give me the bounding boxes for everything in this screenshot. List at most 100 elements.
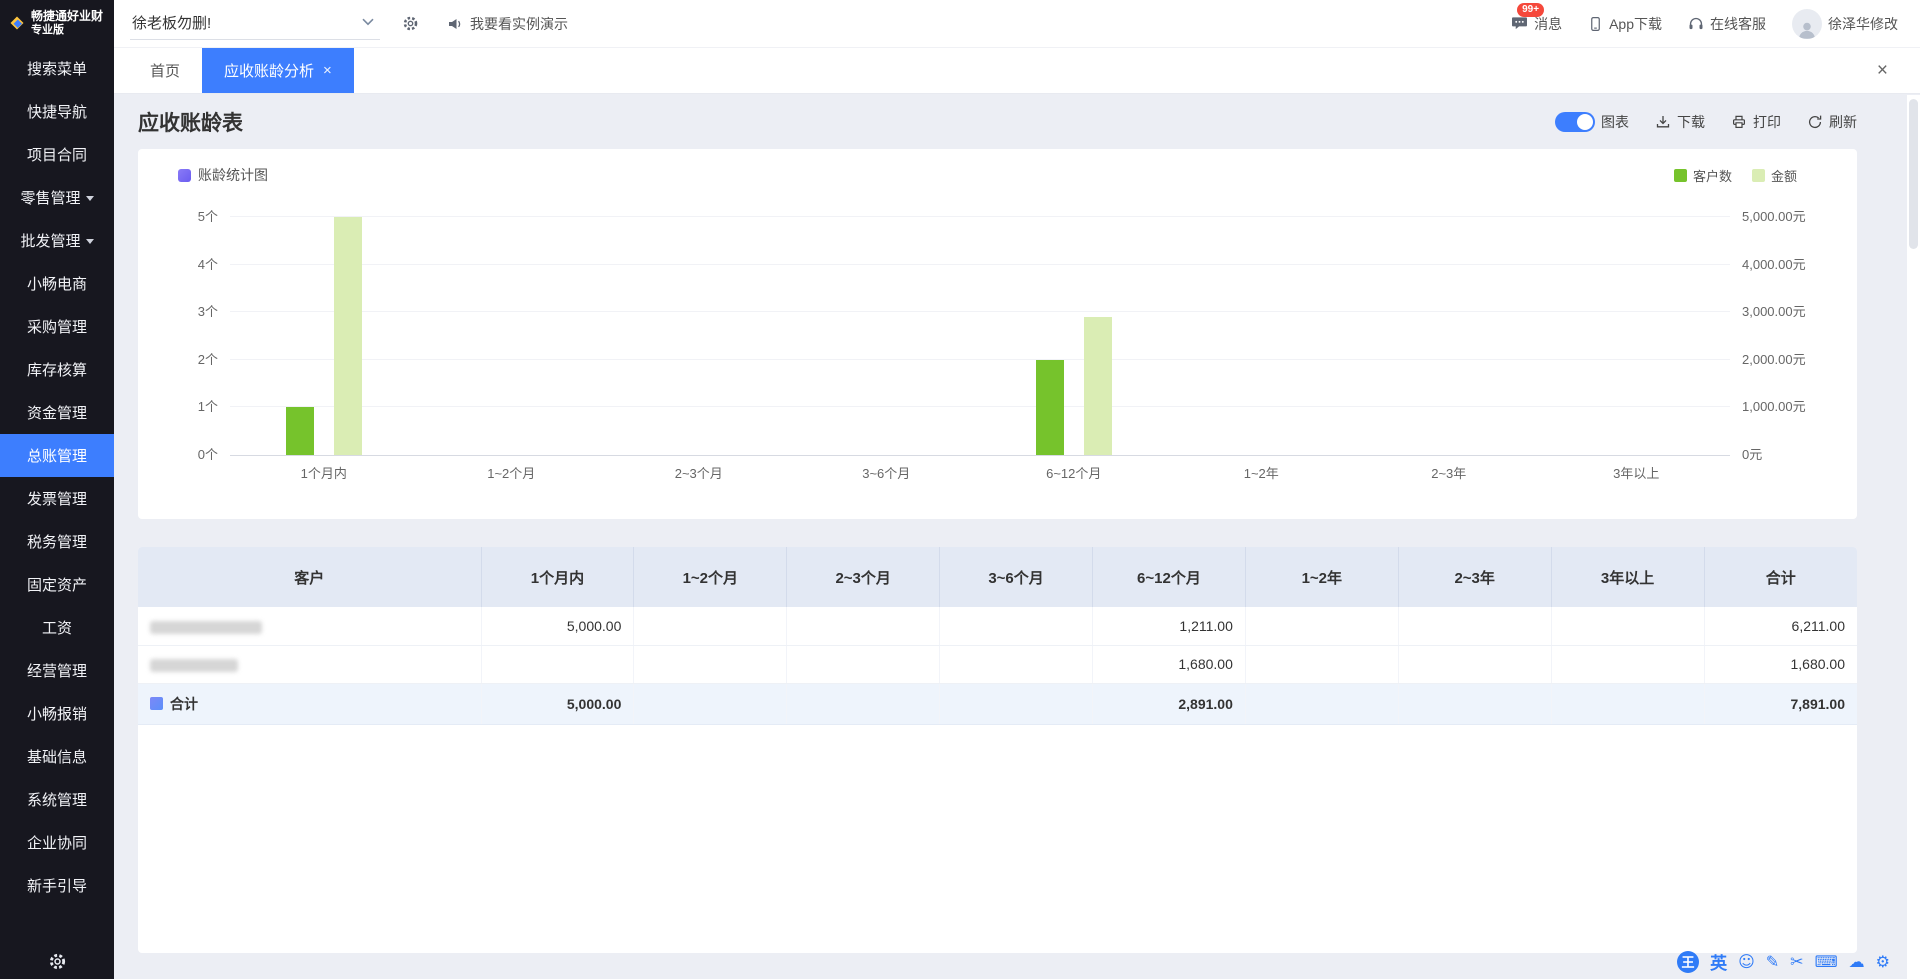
refresh-icon [1807,114,1823,130]
print-label: 打印 [1753,113,1781,130]
refresh-button[interactable]: 刷新 [1807,112,1857,132]
tab-home[interactable]: 首页 [128,48,202,93]
table-header-3年以上: 3年以上 [1551,547,1705,607]
download-button[interactable]: 下载 [1655,112,1705,132]
tab-close-icon[interactable]: × [323,62,332,79]
sidebar-item-label: 批发管理 [20,232,81,250]
sidebar-item-零售管理[interactable]: 零售管理 [0,176,114,219]
page-header: 应收账龄表 图表 下载 [138,94,1857,149]
sidebar-item-基础信息[interactable]: 基础信息 [0,735,114,778]
bar-客户数-6~12个月 [1035,359,1064,455]
sidebar-item-企业协同[interactable]: 企业协同 [0,821,114,864]
sidebar-item-固定资产[interactable]: 固定资产 [0,563,114,606]
company-selector[interactable]: 徐老板勿删! [130,8,380,40]
amount-cell [481,645,635,684]
sidebar-item-采购管理[interactable]: 采购管理 [0,305,114,348]
sidebar-item-label: 基础信息 [26,748,87,766]
brand-name: 畅捷通好业财 [31,9,104,23]
sidebar-settings-gear-icon[interactable] [0,952,114,971]
aging-table-card: 客户 1个月内 1~2个月 2~3个月 3~6个月 6~12个月 1~2年 2~3年 3年以上合… [138,547,1857,953]
legend-swatch-amount [1751,168,1765,182]
y-axis-left-tick: 3个 [197,304,218,320]
total-amount-cell [939,683,1093,725]
demo-link[interactable]: 我要看实例演示 [447,14,568,34]
sidebar-item-label: 系统管理 [26,791,87,809]
tab-aging-label: 应收账龄分析 [224,63,315,80]
content-area: 应收账龄表 图表 下载 [114,94,1920,979]
customer-cell [138,645,482,684]
chart-gridline [230,263,1730,265]
x-axis-label-2~3年: 2~3年 [1431,466,1467,481]
sidebar-item-小畅报销[interactable]: 小畅报销 [0,692,114,735]
scrollbar-thumb[interactable] [1909,99,1918,249]
bar-group-1~2年: 1~2年 [1168,217,1356,481]
chevron-down-icon [362,18,374,26]
y-axis-left-tick: 2个 [197,351,218,367]
sidebar-item-库存核算[interactable]: 库存核算 [0,348,114,391]
sidebar-item-快捷导航[interactable]: 快捷导航 [0,90,114,133]
ime-logo-icon[interactable]: 王 [1677,950,1700,973]
amount-cell: 1,680.00 [1704,645,1857,684]
chart-gridline [230,406,1730,408]
total-amount-cell: 2,891.00 [1092,683,1246,725]
chart-legend: 客户数 金额 [1673,166,1797,185]
ime-language-toggle[interactable]: 英 [1710,954,1728,973]
amount-cell: 5,000.00 [481,607,635,646]
scissors-icon[interactable]: ✂ [1790,952,1804,971]
y-axis-left-tick: 4个 [197,256,218,272]
sidebar-item-批发管理[interactable]: 批发管理 [0,219,114,262]
cloud-icon[interactable]: ☁ [1848,952,1865,971]
total-label-cell: 合计 [138,683,482,725]
total-amount-cell [1398,683,1552,725]
legend-item-customer-count[interactable]: 客户数 [1673,166,1732,185]
chart-toggle-switch[interactable] [1555,111,1595,132]
app-download-button[interactable]: App下载 [1588,14,1662,34]
keyboard-icon[interactable]: ⌨ [1814,952,1838,971]
y-axis-right-tick: 2,000.00元 [1742,351,1806,367]
x-axis-label-2~3个月: 2~3个月 [674,466,723,481]
x-axis-label-6~12个月: 6~12个月 [1046,466,1102,481]
redacted-customer-name [150,658,238,672]
pen-icon[interactable]: ✎ [1765,952,1780,971]
online-service-button[interactable]: 在线客服 [1688,14,1766,34]
sidebar-item-label: 固定资产 [26,576,87,594]
sidebar-item-发票管理[interactable]: 发票管理 [0,477,114,520]
sidebar-item-税务管理[interactable]: 税务管理 [0,520,114,563]
sidebar-item-小畅电商[interactable]: 小畅电商 [0,262,114,305]
sidebar-item-经营管理[interactable]: 经营管理 [0,649,114,692]
chart-toggle-group: 图表 [1555,111,1629,132]
print-button[interactable]: 打印 [1731,112,1781,132]
refresh-label: 刷新 [1829,113,1857,130]
sidebar-item-label: 小畅报销 [26,705,87,723]
sidebar-item-搜索菜单[interactable]: 搜索菜单 [0,47,114,90]
sidebar-item-label: 库存核算 [26,361,87,379]
user-menu[interactable]: 徐泽华修改 [1792,8,1898,39]
online-service-label: 在线客服 [1710,15,1766,32]
sidebar-item-新手引导[interactable]: 新手引导 [0,864,114,907]
close-panel-icon[interactable]: × [1876,59,1888,81]
tab-receivable-aging-analysis[interactable]: 应收账龄分析 × [202,48,354,93]
chart-title: 账龄统计图 [198,167,268,183]
amount-cell: 6,211.00 [1704,607,1857,646]
sidebar-item-资金管理[interactable]: 资金管理 [0,391,114,434]
legend-item-amount[interactable]: 金额 [1751,166,1797,185]
messages-button[interactable]: 99+ 消息 [1511,2,1562,34]
amount-cell [1245,607,1399,646]
sidebar-item-项目合同[interactable]: 项目合同 [0,133,114,176]
y-axis-right-tick: 3,000.00元 [1742,304,1806,320]
vertical-scrollbar[interactable] [1907,95,1920,979]
tab-home-label: 首页 [150,63,181,80]
settings-gear-icon[interactable] [402,15,419,32]
amount-cell [1551,645,1705,684]
sidebar-item-label: 经营管理 [26,662,87,680]
username: 徐泽华修改 [1828,15,1898,32]
table-header-1个月内: 1个月内 [481,547,635,607]
emoji-icon[interactable]: ☺ [1738,952,1755,971]
sidebar-item-总账管理[interactable]: 总账管理 [0,433,114,477]
gear-icon[interactable]: ⚙ [1875,952,1890,971]
x-axis-label-1~2个月: 1~2个月 [487,466,536,481]
sidebar-item-系统管理[interactable]: 系统管理 [0,778,114,821]
sidebar-item-工资[interactable]: 工资 [0,606,114,649]
chart-gridline [230,311,1730,313]
